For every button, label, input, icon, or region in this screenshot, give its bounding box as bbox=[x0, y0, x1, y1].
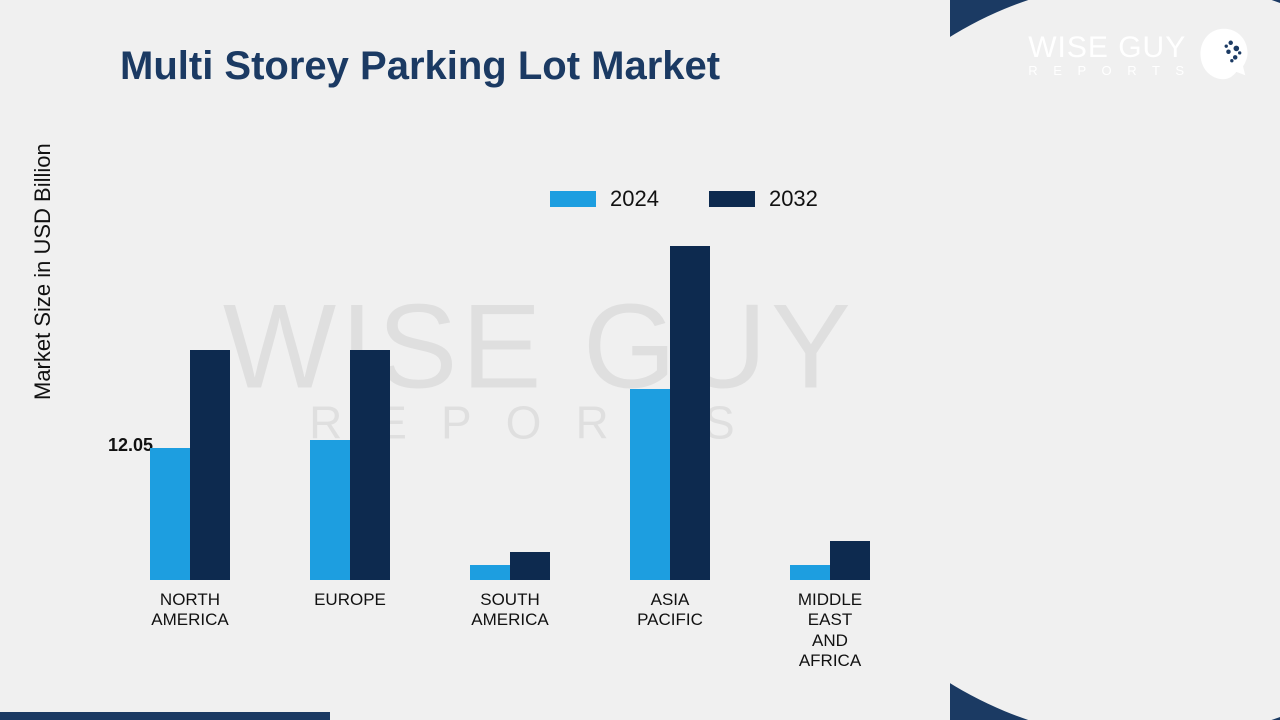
legend: 2024 2032 bbox=[550, 186, 818, 212]
x-label-3: ASIAPACIFIC bbox=[610, 590, 730, 631]
brand-main: WISE GUY bbox=[1028, 31, 1190, 65]
bar-3-1 bbox=[670, 246, 710, 580]
legend-label-2032: 2032 bbox=[769, 186, 818, 212]
bar-1-0 bbox=[310, 440, 350, 580]
x-label-2: SOUTHAMERICA bbox=[450, 590, 570, 631]
brand-sub: R E P O R T S bbox=[1028, 63, 1190, 78]
x-label-1: EUROPE bbox=[290, 590, 410, 610]
bar-0-0 bbox=[150, 448, 190, 580]
bar-1-1 bbox=[350, 350, 390, 580]
canvas: WISE GUY REPORTS Multi Storey Parking Lo… bbox=[0, 0, 1280, 720]
y-axis-tick: 12.05 bbox=[108, 435, 153, 456]
legend-swatch-2024 bbox=[550, 191, 596, 207]
legend-item-2032: 2032 bbox=[709, 186, 818, 212]
bar-4-0 bbox=[790, 565, 830, 580]
chart-title: Multi Storey Parking Lot Market bbox=[120, 44, 720, 89]
bar-3-0 bbox=[630, 389, 670, 580]
brand-head-icon bbox=[1196, 26, 1252, 82]
x-label-4: MIDDLEEASTANDAFRICA bbox=[770, 590, 890, 672]
brand-logo: WISE GUY R E P O R T S bbox=[1028, 26, 1252, 82]
legend-label-2024: 2024 bbox=[610, 186, 659, 212]
bar-chart bbox=[150, 230, 950, 580]
bar-0-1 bbox=[190, 350, 230, 580]
y-axis-label: Market Size in USD Billion bbox=[30, 143, 56, 400]
legend-swatch-2032 bbox=[709, 191, 755, 207]
bottom-accent-bar bbox=[0, 712, 330, 720]
bar-2-1 bbox=[510, 552, 550, 580]
bar-4-1 bbox=[830, 541, 870, 580]
legend-item-2024: 2024 bbox=[550, 186, 659, 212]
bar-2-0 bbox=[470, 565, 510, 580]
x-label-0: NORTHAMERICA bbox=[130, 590, 250, 631]
right-brand-panel bbox=[950, 0, 1280, 720]
